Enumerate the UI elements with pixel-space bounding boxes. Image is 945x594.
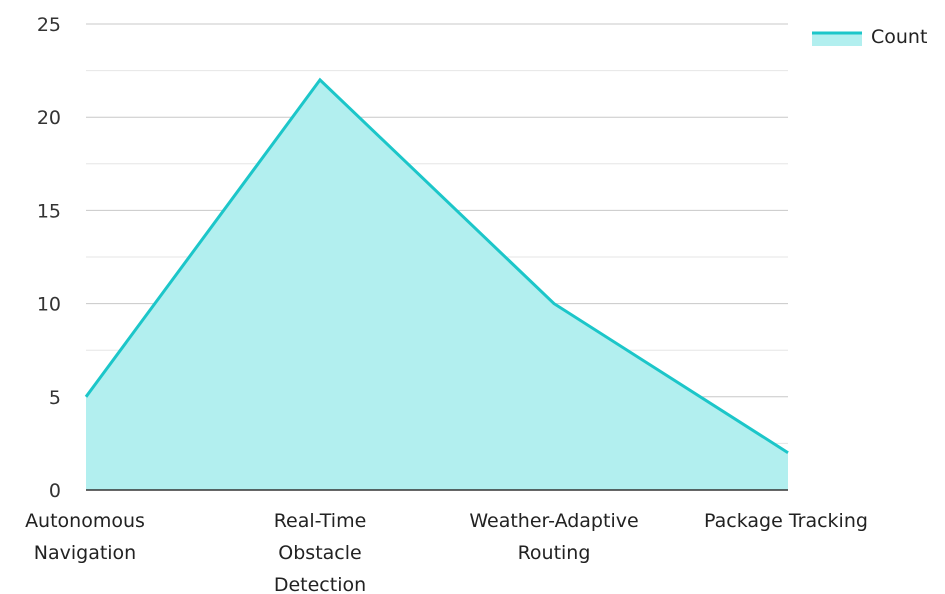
x-tick-label: Real-Time Obstacle Detection bbox=[274, 510, 367, 594]
x-tick-label: Package Tracking bbox=[704, 510, 868, 532]
x-axis-labels: Autonomous Navigation Real-Time Obstacle Det… bbox=[25, 510, 868, 594]
x-tick-label-line: Navigation bbox=[34, 542, 136, 564]
x-tick-label-line: Package Tracking bbox=[704, 510, 868, 532]
y-tick-label: 0 bbox=[49, 480, 61, 502]
y-axis-labels: 0 5 10 15 20 25 bbox=[37, 14, 61, 502]
legend: Count bbox=[812, 26, 927, 48]
x-tick-label: Weather-Adaptive Routing bbox=[469, 510, 638, 564]
x-tick-label: Autonomous Navigation bbox=[25, 510, 145, 564]
y-tick-label: 25 bbox=[37, 14, 61, 36]
y-tick-label: 10 bbox=[37, 294, 61, 316]
series-area bbox=[84, 77, 789, 491]
legend-label: Count bbox=[871, 26, 927, 48]
x-tick-label-line: Real-Time bbox=[274, 510, 367, 532]
y-tick-label: 15 bbox=[37, 200, 61, 222]
series-line bbox=[84, 77, 789, 454]
x-tick-label-line: Autonomous bbox=[25, 510, 145, 532]
x-tick-label-line: Obstacle bbox=[278, 542, 361, 564]
area-fill bbox=[86, 79, 788, 491]
x-tick-label-line: Detection bbox=[274, 574, 366, 594]
y-tick-label: 20 bbox=[37, 107, 61, 129]
x-tick-label-line: Routing bbox=[518, 542, 591, 564]
y-tick-label: 5 bbox=[49, 387, 61, 409]
x-tick-label-line: Weather-Adaptive bbox=[469, 510, 638, 532]
legend-swatch bbox=[812, 33, 862, 46]
